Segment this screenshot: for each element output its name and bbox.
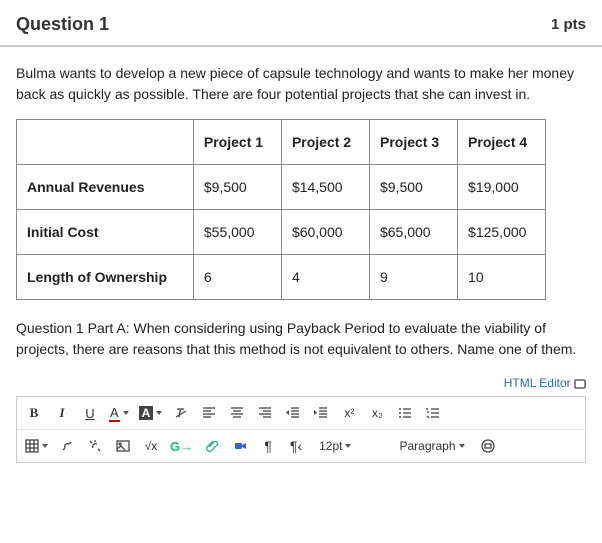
block-format-select[interactable]: Paragraph [395,437,468,455]
question-body: Bulma wants to develop a new piece of ca… [0,47,602,360]
paperclip-icon [205,439,219,453]
math-button[interactable]: √x [142,436,160,456]
text-color-button[interactable]: A [109,403,129,423]
table-cell: $19,000 [458,165,546,210]
table-cell: 6 [193,255,281,300]
table-cell: 9 [369,255,457,300]
bold-button[interactable]: B [25,403,43,423]
html-editor-icon [574,379,586,389]
rtl-button[interactable]: ¶‹ [287,436,305,456]
font-size-select[interactable]: 12pt [315,437,355,455]
question-header: Question 1 1 pts [0,0,602,47]
rich-text-editor: HTML Editor B I U A A [0,376,602,479]
table-cell: $65,000 [369,210,457,255]
editor-toolbar: B I U A A x² x₂ [16,396,586,463]
table-cell: $9,500 [369,165,457,210]
indent-icon [314,406,328,420]
table-row: Initial Cost $55,000 $60,000 $65,000 $12… [17,210,546,255]
bullet-list-button[interactable] [396,403,414,423]
outdent-icon [286,406,300,420]
align-right-button[interactable] [256,403,274,423]
superscript-button[interactable]: x² [340,403,358,423]
align-right-icon [258,406,272,420]
row-label: Annual Revenues [17,165,194,210]
number-list-icon [426,406,440,420]
underline-button[interactable]: U [81,403,99,423]
table-cell: $9,500 [193,165,281,210]
table-cell: $125,000 [458,210,546,255]
toolbar-row-1: B I U A A x² x₂ [17,397,585,430]
clear-format-icon [174,406,188,420]
align-center-icon [230,406,244,420]
question-points: 1 pts [551,16,586,33]
table-header-cell [17,120,194,165]
table-cell: 10 [458,255,546,300]
link-button[interactable] [58,436,76,456]
html-editor-link[interactable]: HTML Editor [504,376,586,390]
html-editor-label: HTML Editor [504,376,571,390]
keyboard-icon [481,439,495,453]
unlink-button[interactable] [86,436,104,456]
outdent-button[interactable] [284,403,302,423]
table-header-cell: Project 3 [369,120,457,165]
align-left-button[interactable] [200,403,218,423]
table-button[interactable] [25,436,48,456]
record-icon [233,439,247,453]
table-icon [25,439,39,453]
table-cell: $55,000 [193,210,281,255]
table-cell: 4 [281,255,369,300]
row-label: Length of Ownership [17,255,194,300]
ltr-button[interactable]: ¶​ [259,436,277,456]
table-header-cell: Project 2 [281,120,369,165]
row-label: Initial Cost [17,210,194,255]
attach-button[interactable] [203,436,221,456]
number-list-button[interactable] [424,403,442,423]
table-cell: $60,000 [281,210,369,255]
image-icon [116,439,130,453]
link-icon [60,439,74,453]
background-color-button[interactable]: A [139,403,163,423]
image-button[interactable] [114,436,132,456]
table-header-row: Project 1 Project 2 Project 3 Project 4 [17,120,546,165]
align-center-button[interactable] [228,403,246,423]
subscript-button[interactable]: x₂ [368,403,386,423]
embed-button[interactable]: G→ [170,436,193,456]
question-title: Question 1 [16,14,109,35]
table-header-cell: Project 1 [193,120,281,165]
table-header-cell: Project 4 [458,120,546,165]
question-part-a: Question 1 Part A: When considering usin… [16,318,586,360]
clear-format-button[interactable] [172,403,190,423]
editor-mode-row: HTML Editor [16,376,586,390]
table-cell: $14,500 [281,165,369,210]
record-button[interactable] [231,436,249,456]
italic-button[interactable]: I [53,403,71,423]
keyboard-shortcuts-button[interactable] [479,436,497,456]
table-row: Length of Ownership 6 4 9 10 [17,255,546,300]
bullet-list-icon [398,406,412,420]
indent-button[interactable] [312,403,330,423]
toolbar-row-2: √x G→ ¶​ ¶‹ 12pt Paragraph [17,430,585,462]
align-left-icon [202,406,216,420]
table-row: Annual Revenues $9,500 $14,500 $9,500 $1… [17,165,546,210]
projects-table: Project 1 Project 2 Project 3 Project 4 … [16,119,546,300]
question-prompt: Bulma wants to develop a new piece of ca… [16,63,586,105]
unlink-icon [88,439,102,453]
